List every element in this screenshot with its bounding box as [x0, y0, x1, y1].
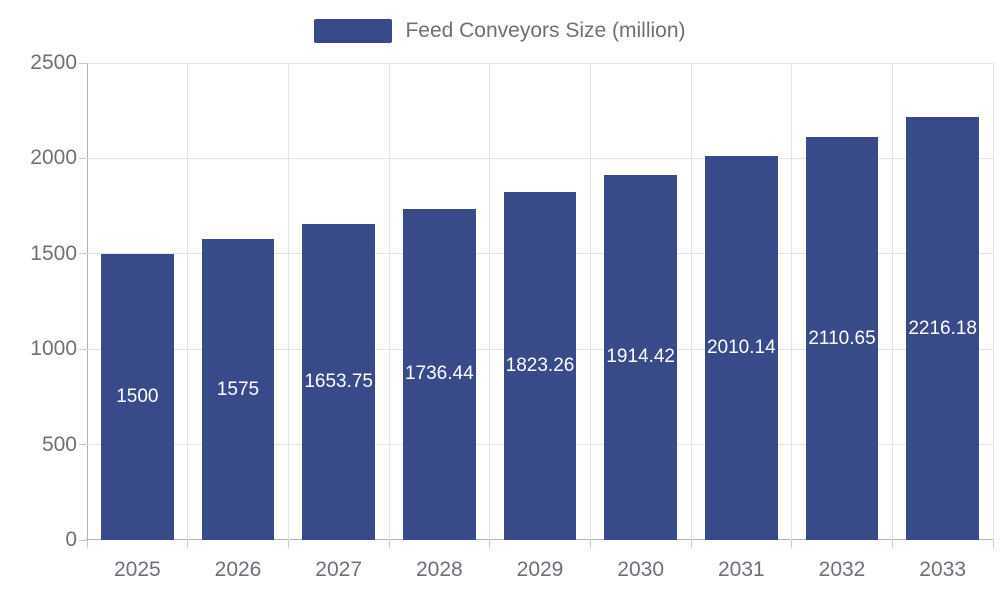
y-axis-tick — [79, 348, 87, 350]
x-gridline — [791, 63, 793, 540]
x-gridline — [589, 63, 591, 540]
bar-value-label: 1914.42 — [606, 346, 675, 368]
x-axis-tick — [992, 540, 994, 548]
y-axis-tick — [79, 444, 87, 446]
x-gridline — [287, 63, 289, 540]
x-axis-tick — [690, 540, 692, 548]
bar-value-label: 1653.75 — [304, 371, 373, 393]
x-axis-label: 2025 — [113, 558, 161, 581]
x-axis-tick — [791, 540, 793, 548]
x-axis-tick — [489, 540, 491, 548]
y-axis-tick — [79, 253, 87, 255]
bar[interactable] — [705, 156, 778, 540]
x-axis-label: 2027 — [315, 558, 363, 581]
x-axis-label: 2029 — [516, 558, 564, 581]
x-axis-tick — [187, 540, 189, 548]
bar-value-label: 1575 — [216, 378, 260, 400]
bar-value-label: 1736.44 — [404, 363, 474, 385]
x-gridline — [187, 63, 189, 540]
x-gridline — [992, 63, 994, 540]
x-axis-label: 2026 — [214, 558, 262, 581]
x-axis-label: 2030 — [617, 558, 665, 581]
y-axis-label: 2500 — [30, 51, 77, 74]
bar-value-label: 1500 — [116, 385, 159, 407]
bar[interactable] — [101, 253, 174, 540]
x-axis-tick — [86, 540, 88, 548]
x-axis-label: 2032 — [818, 558, 866, 581]
x-axis-tick — [287, 540, 289, 548]
bar[interactable] — [403, 208, 476, 540]
y-axis-label: 2000 — [30, 146, 77, 170]
legend[interactable]: Feed Conveyors Size (million) — [0, 19, 1000, 43]
bar[interactable] — [302, 224, 375, 540]
y-axis-label: 1000 — [30, 337, 77, 361]
bar[interactable] — [906, 117, 979, 540]
y-gridline — [87, 157, 993, 159]
legend-swatch-icon[interactable] — [314, 19, 393, 43]
x-gridline — [891, 63, 893, 540]
bar[interactable] — [604, 174, 677, 540]
x-axis-label: 2033 — [919, 558, 967, 581]
bar[interactable] — [201, 239, 275, 540]
bar-value-label: 2010.14 — [706, 337, 776, 359]
plot-area: 1500 1575 1653.75 1736.44 1823.26 1914.42 2010… — [86, 62, 994, 540]
bar-value-label: 2216.18 — [908, 317, 977, 339]
y-axis-label: 500 — [41, 432, 77, 456]
y-gridline — [87, 62, 993, 64]
x-axis-tick — [388, 540, 390, 548]
x-gridline — [388, 63, 390, 540]
x-axis-tick — [589, 540, 591, 548]
legend-label[interactable]: Feed Conveyors Size (million) — [405, 19, 686, 42]
x-axis-label: 2031 — [717, 558, 765, 581]
x-axis-tick — [891, 540, 893, 548]
y-axis-label: 0 — [65, 528, 77, 551]
bar[interactable] — [805, 137, 879, 540]
y-axis-tick — [79, 157, 87, 159]
bar[interactable] — [503, 192, 577, 540]
x-axis-label: 2028 — [415, 558, 463, 581]
x-gridline — [690, 63, 692, 540]
bar-value-label: 1823.26 — [505, 355, 575, 377]
y-axis-line — [87, 63, 88, 540]
y-axis-label: 1500 — [30, 241, 77, 265]
bar-value-label: 2110.65 — [808, 327, 876, 349]
y-axis-tick — [79, 539, 87, 541]
y-axis-tick — [79, 62, 87, 64]
x-gridline — [489, 63, 491, 540]
